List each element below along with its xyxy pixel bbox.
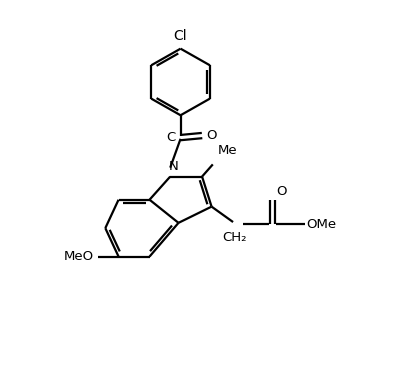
Text: MeO: MeO xyxy=(64,250,94,263)
Text: Cl: Cl xyxy=(174,29,187,43)
Text: N: N xyxy=(169,160,178,173)
Text: CH₂: CH₂ xyxy=(222,232,246,244)
Text: OMe: OMe xyxy=(307,217,337,230)
Text: C: C xyxy=(166,131,175,144)
Text: O: O xyxy=(277,185,287,198)
Text: O: O xyxy=(206,129,217,142)
Text: Me: Me xyxy=(218,144,238,157)
